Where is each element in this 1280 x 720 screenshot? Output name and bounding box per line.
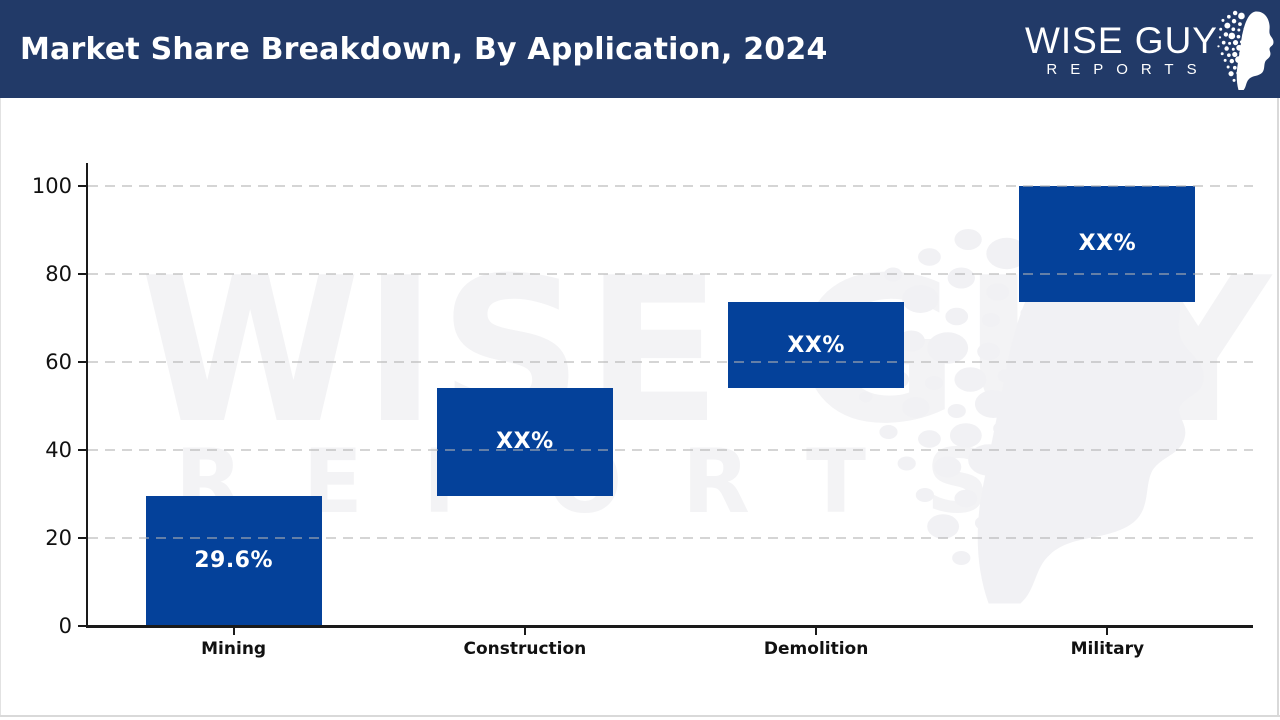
y-axis-tick <box>78 536 86 539</box>
x-axis-line <box>86 625 1253 628</box>
bar-value-label: XX% <box>1078 231 1137 257</box>
x-category-label: Mining <box>201 639 267 659</box>
y-tick-label: 40 <box>45 437 72 462</box>
x-category-label: Military <box>1070 639 1145 659</box>
bar-demolition: XX% <box>728 302 905 389</box>
header-bar: Market Share Breakdown, By Application, … <box>0 0 1280 98</box>
x-axis-tick <box>523 628 526 635</box>
y-tick-label: 80 <box>45 261 72 286</box>
wise-guy-logo: WISE GUY REPORTS <box>1025 4 1274 96</box>
gridline-20 <box>88 536 1253 539</box>
gridline-100 <box>88 184 1253 187</box>
gridline-40 <box>88 448 1253 451</box>
x-axis-tick <box>815 628 818 635</box>
frame-left-edge <box>0 98 1 716</box>
frame-bottom-edge <box>0 715 1280 717</box>
bar-value-label: XX% <box>787 332 845 358</box>
bar-military: XX% <box>1019 185 1196 303</box>
x-category-label: Demolition <box>763 639 869 659</box>
y-tick-label: 20 <box>45 525 72 550</box>
chart-title: Market Share Breakdown, By Application, … <box>20 31 828 67</box>
x-axis-tick <box>232 628 235 635</box>
x-category-label: Construction <box>463 639 587 659</box>
y-axis-tick <box>78 448 86 451</box>
y-tick-label: 0 <box>58 614 72 638</box>
frame-right-edge <box>1277 98 1279 716</box>
y-axis-tick <box>78 360 86 363</box>
y-axis-tick <box>78 625 86 627</box>
y-tick-label: 60 <box>45 349 72 374</box>
y-axis-tick <box>78 184 86 187</box>
x-axis-tick <box>1106 628 1109 635</box>
bar-value-label: 29.6% <box>194 548 274 574</box>
logo-tagline: REPORTS <box>1046 61 1210 79</box>
logo-text: WISE GUY REPORTS <box>1024 19 1218 79</box>
bar-mining: 29.6% <box>145 495 322 626</box>
logo-name: WISE GUY <box>1024 19 1218 61</box>
gridline-60 <box>88 360 1253 363</box>
bar-construction: XX% <box>436 388 613 496</box>
y-axis-tick <box>78 272 86 275</box>
gridline-80 <box>88 272 1253 275</box>
y-tick-label: 100 <box>31 173 72 198</box>
bar-value-label: XX% <box>496 429 554 455</box>
y-axis-line <box>86 163 88 626</box>
